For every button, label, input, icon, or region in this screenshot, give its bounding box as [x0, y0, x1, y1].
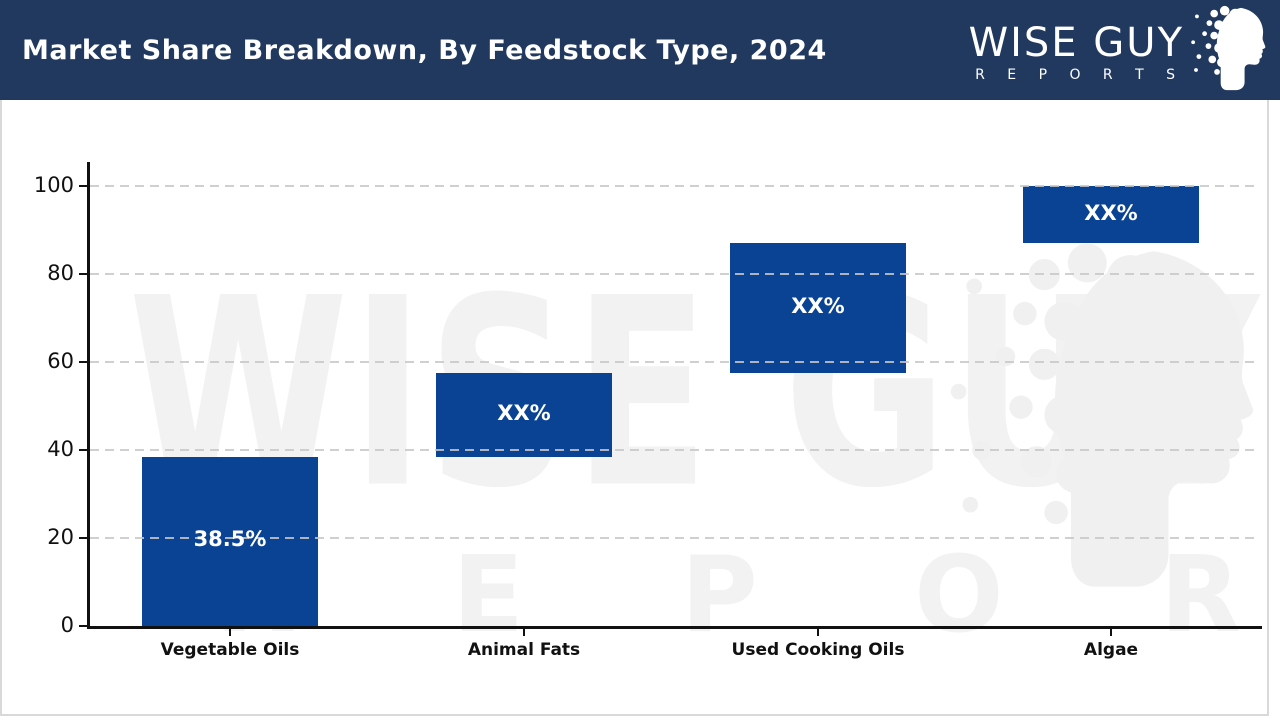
chart-card	[0, 100, 1269, 716]
header-bar: Market Share Breakdown, By Feedstock Typ…	[0, 0, 1280, 100]
brand-logo-line1: WISE GUY	[968, 19, 1184, 66]
page-title: Market Share Breakdown, By Feedstock Typ…	[22, 34, 827, 66]
face-profile-dots-icon	[1170, 4, 1266, 96]
brand-logo-text: WISE GUY R E P O R T S	[969, 23, 1184, 82]
brand-logo-line2: R E P O R T S	[975, 66, 1184, 83]
brand-logo: WISE GUY R E P O R T S	[969, 4, 1266, 96]
